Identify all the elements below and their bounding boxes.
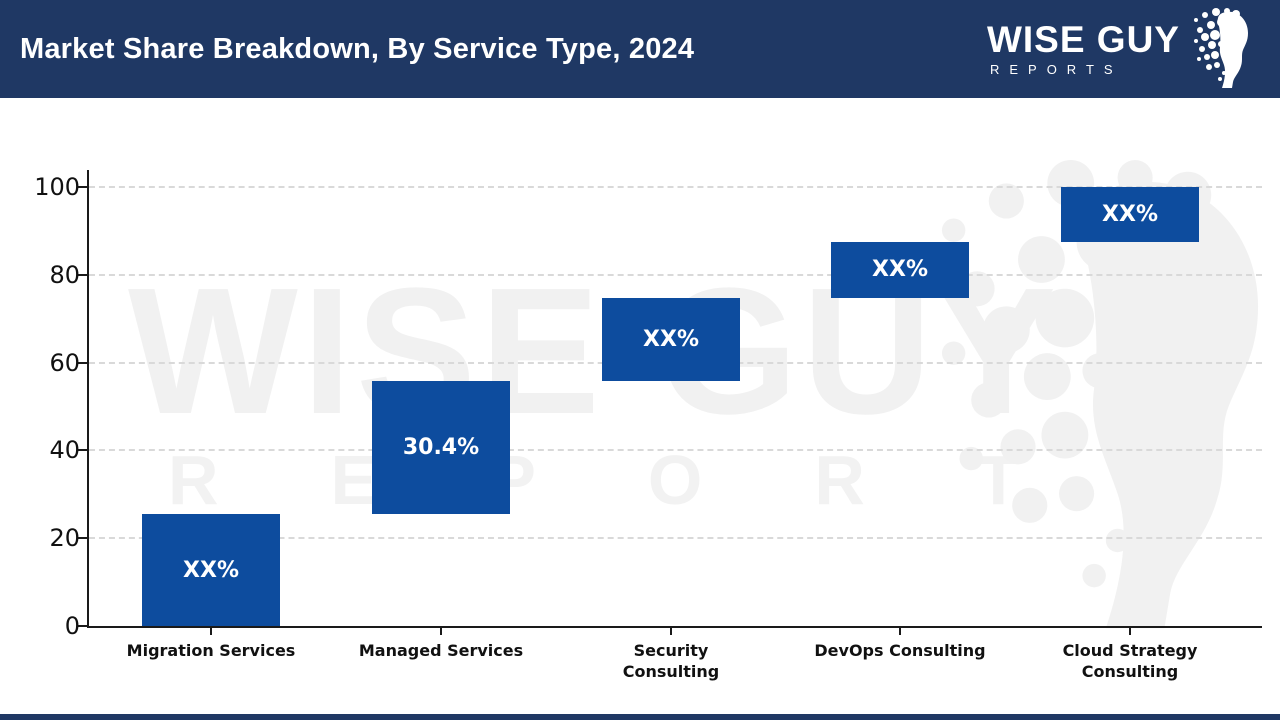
waterfall-chart: 0 20 40 60 80 100 XX% Migration Services 30.4% Ma… xyxy=(0,98,1280,714)
bar-managed-services: 30.4% xyxy=(372,380,510,515)
y-axis-label-80: 80 xyxy=(49,260,80,289)
footer-bar xyxy=(0,714,1280,720)
x-axis-label-4: Cloud Strategy Consulting xyxy=(1062,641,1198,681)
x-axis-label-1: Managed Services xyxy=(358,641,524,660)
bar-value-label: XX% xyxy=(872,257,928,283)
bar-cloud-strategy-consulting: XX% xyxy=(1061,187,1199,242)
brand-logo-text: WISE GUY REPORTS xyxy=(987,21,1180,77)
brand-subname: REPORTS xyxy=(989,62,1123,77)
y-axis-label-40: 40 xyxy=(49,436,80,465)
x-axis-tick-4 xyxy=(1129,628,1131,635)
y-axis-tick-40 xyxy=(78,449,87,452)
y-axis-label-0: 0 xyxy=(64,612,80,640)
x-axis-tick-2 xyxy=(670,628,672,635)
y-axis-tick-20 xyxy=(78,537,87,540)
gridline-100 xyxy=(89,186,1262,188)
gridline-40 xyxy=(89,449,1262,452)
y-axis-label-60: 60 xyxy=(49,348,80,377)
y-axis-tick-60 xyxy=(78,361,87,364)
x-axis-label-3: DevOps Consulting xyxy=(814,641,986,660)
x-axis-label-0: Migration Services xyxy=(126,641,296,660)
bar-value-label: 30.4% xyxy=(402,434,480,460)
bar-devops-consulting: XX% xyxy=(831,241,969,298)
y-axis-line xyxy=(87,170,89,628)
x-axis-tick-0 xyxy=(210,628,212,635)
gridline-80 xyxy=(89,273,1262,276)
bar-value-label: XX% xyxy=(1102,201,1158,227)
y-axis-label-20: 20 xyxy=(49,524,80,553)
y-axis-tick-0 xyxy=(78,625,87,627)
bar-migration-services: XX% xyxy=(142,514,280,626)
brand-head-icon xyxy=(1194,8,1248,88)
bar-security-consulting: XX% xyxy=(602,297,740,381)
y-axis-label-100: 100 xyxy=(34,173,80,201)
brand-name: WISE GUY xyxy=(986,19,1180,60)
x-axis-label-2: Security Consulting xyxy=(622,641,720,681)
header-bar: Market Share Breakdown, By Service Type,… xyxy=(0,0,1280,98)
x-axis-line xyxy=(87,626,1262,628)
gridline-20 xyxy=(89,537,1262,540)
brand-logo: WISE GUY REPORTS xyxy=(987,8,1254,90)
x-axis-tick-1 xyxy=(440,628,442,635)
bar-value-label: XX% xyxy=(643,326,699,352)
x-axis-tick-3 xyxy=(899,628,901,635)
y-axis-tick-100 xyxy=(78,186,87,188)
y-axis-tick-80 xyxy=(78,273,87,276)
page-title: Market Share Breakdown, By Service Type,… xyxy=(20,32,695,65)
bar-value-label: XX% xyxy=(183,557,239,583)
